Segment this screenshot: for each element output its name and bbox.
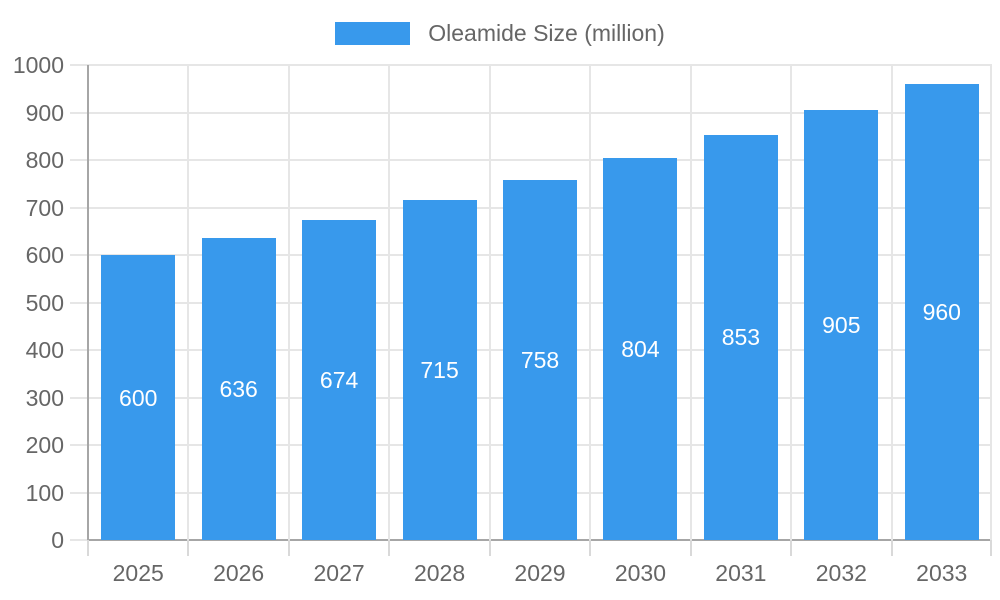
x-axis-line [88,539,992,541]
bar[interactable] [101,255,176,540]
gridline-vertical [388,65,391,540]
y-tick-label: 1000 [12,52,64,78]
y-tick-label: 400 [25,337,64,363]
bar[interactable] [503,179,577,540]
legend-swatch-icon [335,22,411,45]
x-tick-label: 2030 [614,560,667,586]
bar[interactable] [804,110,879,540]
x-tick-mark [388,540,391,556]
bar-value-label: 905 [822,312,861,339]
y-tick-label: 0 [51,527,64,553]
gridline-horizontal [88,111,992,114]
y-tick-mark [70,254,88,256]
gridline-horizontal [88,159,992,161]
y-tick-mark [70,396,88,399]
y-tick-mark [70,349,88,351]
bar[interactable] [603,158,678,540]
y-tick-label: 900 [25,99,64,126]
bar-value-label: 674 [319,366,359,393]
y-tick-label: 600 [25,242,64,268]
y-tick-label: 300 [25,384,64,411]
gridline-horizontal [88,64,992,66]
bar[interactable] [904,84,979,540]
y-tick-label: 800 [25,147,64,173]
y-tick-mark [70,159,88,161]
gridline-vertical [589,65,592,540]
bar[interactable] [703,134,778,540]
x-tick-mark [87,540,89,556]
y-tick-mark [70,539,88,541]
y-tick-mark [70,491,88,494]
bar-value-label: 758 [520,346,560,373]
x-tick-label: 2033 [916,560,968,586]
x-tick-mark [990,540,992,556]
y-tick-mark [70,301,88,304]
x-tick-mark [187,540,190,556]
x-tick-mark [790,540,793,556]
x-tick-mark [890,540,893,556]
x-tick-label: 2032 [815,560,867,586]
gridline-vertical [689,65,692,540]
y-tick-label: 500 [25,289,64,316]
bar-value-label: 960 [922,299,961,325]
gridline-vertical [187,65,190,540]
x-tick-mark [589,540,592,556]
x-tick-mark [689,540,692,556]
bar[interactable] [302,219,377,540]
y-tick-mark [70,111,88,114]
bar-value-label: 600 [119,384,158,411]
x-tick-label: 2027 [313,560,365,586]
y-tick-mark [70,206,88,209]
bar[interactable] [201,237,276,540]
gridline-vertical [488,65,491,540]
gridline-vertical [790,65,793,540]
bar-value-label: 715 [420,357,459,384]
legend-label: Oleamide Size (million) [428,20,665,46]
bar-value-label: 853 [721,324,761,351]
x-tick-label: 2028 [413,560,466,586]
gridline-vertical [990,65,992,540]
x-tick-mark [287,540,290,556]
y-tick-label: 100 [25,479,64,506]
bar-value-label: 804 [621,336,660,363]
chart-legend[interactable]: Oleamide Size (million) [0,22,1000,45]
y-tick-mark [70,444,88,446]
x-tick-label: 2031 [715,560,767,586]
y-tick-label: 700 [25,194,64,221]
y-tick-label: 200 [25,432,64,458]
x-tick-mark [488,540,491,556]
y-tick-mark [70,64,88,66]
x-tick-label: 2029 [514,560,566,586]
gridline-vertical [287,65,290,540]
plot-area: 600 636 674 715 758 804 853 905 960 [70,64,992,556]
gridline-vertical [890,65,893,540]
x-tick-label: 2025 [112,560,164,586]
x-tick-label: 2026 [213,560,265,586]
bar[interactable] [402,200,477,540]
y-axis-line [87,65,89,540]
bar-value-label: 636 [219,375,258,402]
